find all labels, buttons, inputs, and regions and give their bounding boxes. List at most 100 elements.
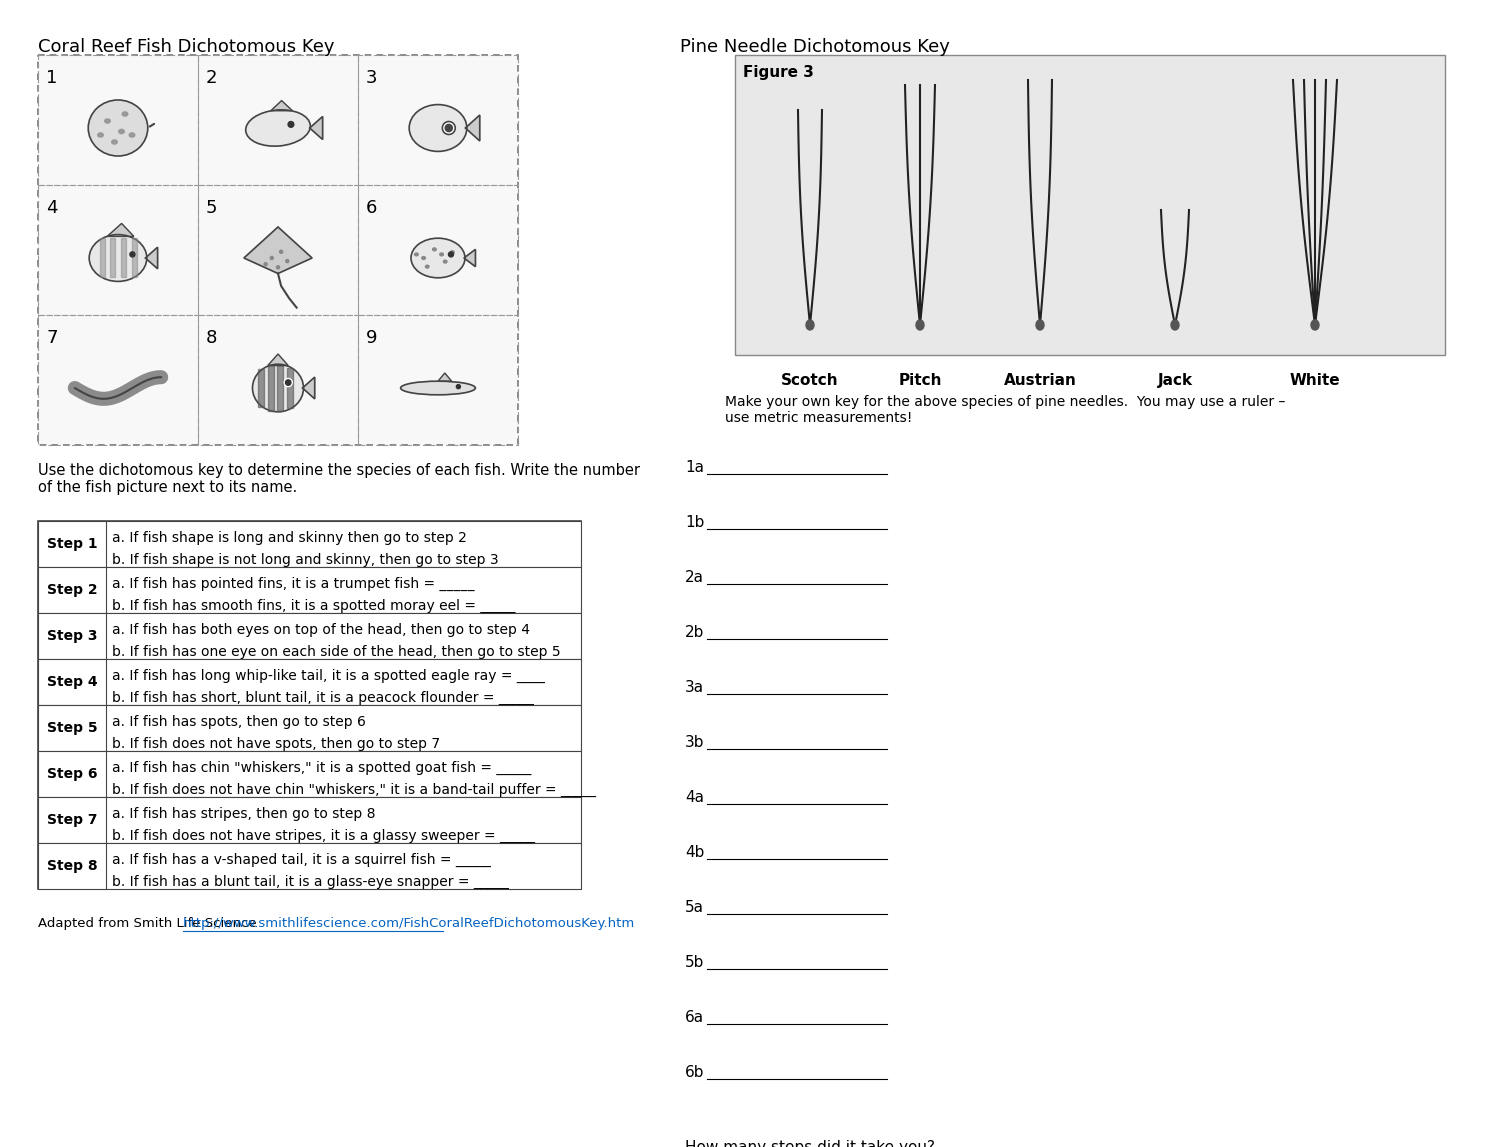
Text: b. If fish has short, blunt tail, it is a peacock flounder = _____: b. If fish has short, blunt tail, it is … [111,690,535,705]
Polygon shape [465,115,480,141]
Bar [39,751,581,797]
Ellipse shape [264,263,267,266]
Text: a. If fish has spots, then go to step 6: a. If fish has spots, then go to step 6 [111,715,365,729]
Text: 5a: 5a [685,900,704,915]
Ellipse shape [270,257,273,259]
Text: Pitch: Pitch [898,373,941,388]
Polygon shape [146,248,157,268]
Bar [267,365,273,411]
Bar [39,521,581,889]
Ellipse shape [288,122,294,127]
Text: http://www.smithlifescience.com/FishCoralReefDichotomousKey.htm: http://www.smithlifescience.com/FishCora… [183,916,636,930]
Polygon shape [310,117,322,140]
Ellipse shape [105,119,110,123]
Text: b. If fish has a blunt tail, it is a glass-eye snapper = _____: b. If fish has a blunt tail, it is a gla… [111,875,509,889]
Text: Step 3: Step 3 [46,629,97,643]
Text: 5: 5 [206,198,217,217]
Ellipse shape [252,365,303,412]
Text: Step 2: Step 2 [46,583,98,596]
Polygon shape [267,354,288,366]
Text: Coral Reef Fish Dichotomous Key: Coral Reef Fish Dichotomous Key [39,38,334,56]
Text: 3a: 3a [685,680,704,695]
Ellipse shape [1172,320,1179,330]
Polygon shape [463,249,475,266]
Bar [122,237,126,278]
Ellipse shape [443,122,456,134]
Bar [735,55,1445,356]
Bar [39,185,198,315]
Bar [39,521,581,567]
Bar [39,55,518,445]
Bar [258,369,264,406]
Text: Jack: Jack [1157,373,1192,388]
Text: b. If fish shape is not long and skinny, then go to step 3: b. If fish shape is not long and skinny,… [111,553,499,567]
Ellipse shape [401,381,475,395]
Text: Step 5: Step 5 [46,721,98,735]
Text: b. If fish does not have chin "whiskers," it is a band-tail puffer = _____: b. If fish does not have chin "whiskers,… [111,783,595,797]
Text: 1b: 1b [685,515,704,530]
Bar [39,843,581,889]
Text: Make your own key for the above species of pine needles.  You may use a ruler –
: Make your own key for the above species … [725,395,1286,426]
Ellipse shape [422,257,425,259]
Text: 2: 2 [206,69,217,87]
Ellipse shape [456,384,460,389]
Text: Step 6: Step 6 [46,767,97,781]
Text: 4: 4 [46,198,58,217]
Bar [198,315,358,445]
Ellipse shape [279,250,282,253]
Bar [99,237,104,278]
Text: Figure 3: Figure 3 [742,65,814,80]
Text: Pine Needle Dichotomous Key: Pine Needle Dichotomous Key [680,38,950,56]
Text: 8: 8 [206,329,217,348]
Bar [39,315,198,445]
Text: White: White [1289,373,1341,388]
Text: 3b: 3b [685,735,704,750]
Text: 3: 3 [365,69,377,87]
Polygon shape [438,373,451,381]
Ellipse shape [129,133,135,138]
Text: 6a: 6a [685,1011,704,1025]
Ellipse shape [285,380,291,385]
Text: 4a: 4a [685,790,704,805]
Polygon shape [107,224,134,236]
Text: 9: 9 [365,329,377,348]
Text: Step 8: Step 8 [46,859,98,873]
Polygon shape [303,377,315,399]
Bar [198,185,358,315]
Ellipse shape [446,124,453,132]
Text: 4b: 4b [685,845,704,860]
Text: a. If fish shape is long and skinny then go to step 2: a. If fish shape is long and skinny then… [111,531,466,545]
Text: Step 1: Step 1 [46,537,98,551]
Bar [39,567,581,612]
Ellipse shape [806,320,814,330]
Text: b. If fish has one eye on each side of the head, then go to step 5: b. If fish has one eye on each side of t… [111,645,561,660]
Text: Scotch: Scotch [781,373,839,388]
Bar [39,705,581,751]
Ellipse shape [916,320,924,330]
Ellipse shape [98,133,104,138]
Bar [358,55,518,185]
Bar [358,315,518,445]
Bar [39,612,581,660]
Ellipse shape [414,253,419,256]
Text: a. If fish has chin "whiskers," it is a spotted goat fish = _____: a. If fish has chin "whiskers," it is a … [111,760,532,775]
Text: Step 7: Step 7 [46,813,97,827]
Text: b. If fish does not have spots, then go to step 7: b. If fish does not have spots, then go … [111,738,440,751]
Text: 1: 1 [46,69,58,87]
Ellipse shape [1037,320,1044,330]
Bar [278,365,284,412]
Text: 6b: 6b [685,1066,704,1080]
Polygon shape [244,227,312,273]
Text: How many steps did it take you?: How many steps did it take you? [685,1140,936,1147]
Ellipse shape [1311,320,1319,330]
Bar [39,797,581,843]
Ellipse shape [276,266,279,268]
Ellipse shape [411,239,465,278]
Ellipse shape [88,100,147,156]
Text: 5b: 5b [685,955,704,970]
Polygon shape [270,101,293,111]
Text: b. If fish has smooth fins, it is a spotted moray eel = _____: b. If fish has smooth fins, it is a spot… [111,599,515,614]
Ellipse shape [425,265,429,268]
Text: Austrian: Austrian [1004,373,1077,388]
Bar [287,368,293,407]
